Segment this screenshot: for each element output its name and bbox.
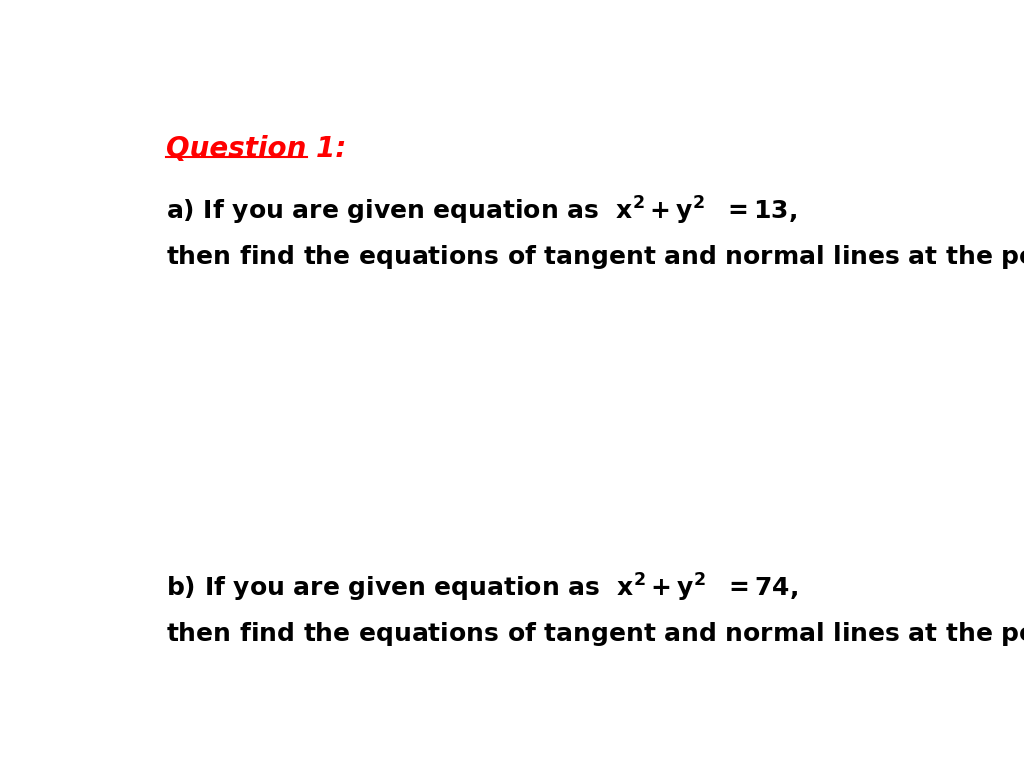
Text: b) If you are given equation as  $\mathbf{x^2 + y^2}$  $\mathbf{= 74,}$: b) If you are given equation as $\mathbf…: [166, 572, 798, 604]
Text: then find the equations of tangent and normal lines at the point  $\mathbf{(x_1,: then find the equations of tangent and n…: [166, 242, 1024, 271]
Text: Question 1:: Question 1:: [166, 135, 346, 163]
Text: then find the equations of tangent and normal lines at the point  $\mathbf{(x_1,: then find the equations of tangent and n…: [166, 620, 1024, 648]
Text: a) If you are given equation as  $\mathbf{x^2 + y^2}$  $\mathbf{= 13,}$: a) If you are given equation as $\mathbf…: [166, 195, 797, 227]
